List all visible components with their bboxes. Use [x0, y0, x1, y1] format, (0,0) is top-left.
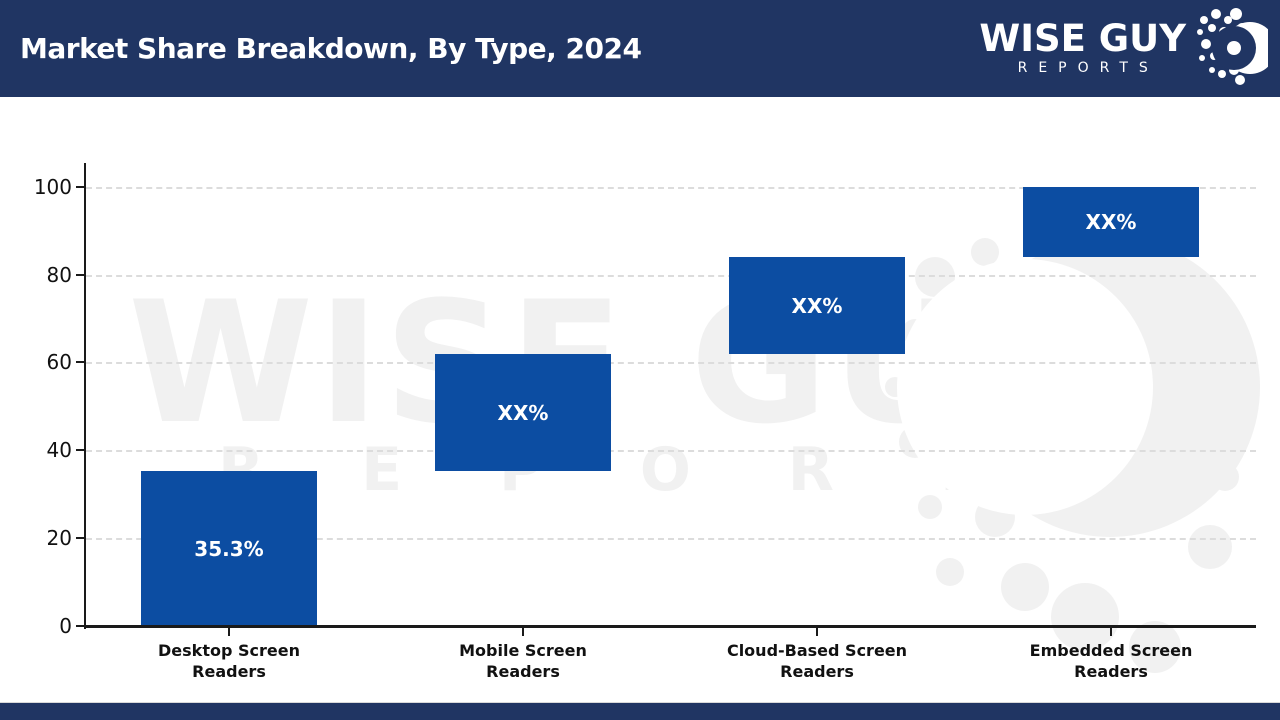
header-bar: Market Share Breakdown, By Type, 2024 WI… [0, 0, 1280, 97]
x-category-label: Mobile Screen Readers [459, 641, 587, 681]
bar-value-label: 35.3% [194, 536, 264, 561]
y-tick-label: 80 [46, 263, 72, 287]
y-tick-mark [76, 625, 86, 627]
x-tick-mark [1110, 628, 1112, 636]
y-tick-mark [76, 361, 86, 363]
y-tick-label: 60 [46, 350, 72, 374]
gridline [86, 275, 1256, 277]
x-category-label: Desktop Screen Readers [158, 641, 300, 681]
y-tick-label: 0 [59, 614, 72, 638]
gridline [86, 187, 1256, 189]
bar-value-label: XX% [497, 400, 549, 425]
y-tick-mark [76, 274, 86, 276]
gridline [86, 362, 1256, 364]
bar-value-label: XX% [1085, 210, 1137, 234]
y-axis-line [84, 163, 86, 629]
x-tick-mark [228, 628, 230, 636]
brand-face-icon [1197, 8, 1268, 85]
brand-name: WISE GUY [979, 17, 1186, 61]
y-tick-label: 20 [46, 526, 72, 550]
x-tick-mark [522, 628, 524, 636]
brand-logo-text: WISE GUY REPORTS [979, 17, 1186, 76]
y-tick-label: 40 [46, 438, 72, 462]
x-category-label: Cloud-Based Screen Readers [726, 641, 908, 681]
bar-segment: XX% [729, 257, 905, 354]
brand-subtitle: REPORTS [1017, 59, 1159, 76]
gridline [86, 450, 1256, 452]
bar-segment: XX% [1023, 187, 1199, 257]
brand-logo: WISE GUY REPORTS [979, 6, 1268, 90]
gridline [86, 538, 1256, 540]
y-tick-mark [76, 537, 86, 539]
x-tick-mark [816, 628, 818, 636]
y-tick-mark [76, 186, 86, 188]
bar-value-label: XX% [791, 293, 843, 318]
y-tick-mark [76, 449, 86, 451]
x-axis-line [84, 625, 1256, 628]
footer-bar [0, 702, 1280, 720]
y-tick-label: 100 [33, 175, 72, 199]
page-title: Market Share Breakdown, By Type, 2024 [20, 32, 642, 65]
x-category-label: Embedded Screen Readers [1029, 641, 1193, 681]
chart-area: WISE GUY R E P O R T S 0 20 40 60 80 100 35.3%… [0, 97, 1280, 702]
bar-segment: XX% [435, 354, 611, 471]
bar-segment: 35.3% [141, 471, 317, 626]
